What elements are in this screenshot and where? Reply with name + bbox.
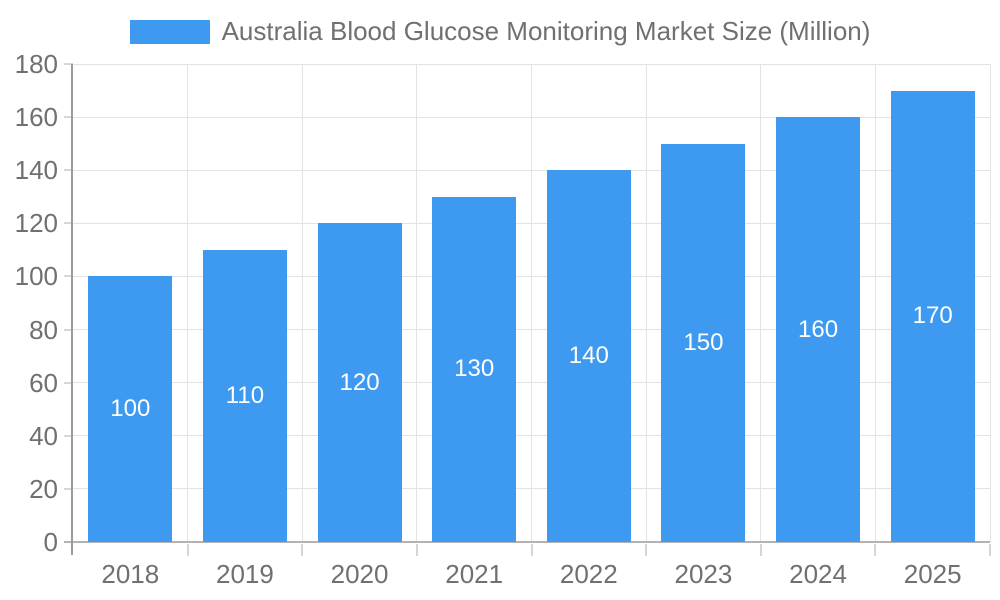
y-axis-tick <box>64 63 73 65</box>
bar-2024[interactable] <box>776 117 861 542</box>
x-gridline <box>301 64 303 542</box>
x-axis-label: 2021 <box>445 559 504 589</box>
y-axis-label: 80 <box>29 314 58 345</box>
y-axis-tick <box>64 434 73 437</box>
bar-value-label: 110 <box>225 381 265 409</box>
x-gridline <box>645 64 647 542</box>
y-axis-label: 20 <box>29 473 58 504</box>
y-axis-tick <box>64 169 73 172</box>
x-axis-line <box>64 541 990 543</box>
y-axis-tick <box>64 487 73 490</box>
y-axis-label: 180 <box>14 49 58 79</box>
x-axis-tick <box>645 544 648 556</box>
x-axis-label: 2018 <box>101 559 160 589</box>
x-gridline <box>989 64 991 542</box>
bar-value-label: 150 <box>683 328 724 356</box>
bar-2022[interactable] <box>546 170 631 542</box>
x-axis-label: 2022 <box>559 559 618 589</box>
y-axis-tick <box>64 222 73 225</box>
chart-legend[interactable]: Australia Blood Glucose Monitoring Marke… <box>0 16 1000 47</box>
x-axis-tick <box>301 544 304 556</box>
y-axis-label: 120 <box>14 208 58 239</box>
bar-2023[interactable] <box>661 143 746 542</box>
bar-value-label: 170 <box>912 302 953 330</box>
bar-2019[interactable] <box>202 249 287 542</box>
y-axis-tick <box>64 116 73 119</box>
x-axis-tick <box>874 544 877 556</box>
bar-2018[interactable] <box>88 276 173 542</box>
y-axis-line <box>71 64 73 555</box>
y-axis-tick <box>64 275 73 278</box>
legend-swatch <box>129 19 210 44</box>
x-axis-tick <box>186 544 189 556</box>
bar-value-label: 130 <box>454 355 495 383</box>
legend-label: Australia Blood Glucose Monitoring Marke… <box>221 16 871 46</box>
x-axis-label: 2019 <box>216 559 274 589</box>
bar-2021[interactable] <box>432 196 517 542</box>
x-axis-label: 2024 <box>789 559 847 589</box>
bar-value-label: 160 <box>798 315 839 343</box>
x-axis-label: 2025 <box>903 559 962 589</box>
x-axis-label: 2020 <box>330 559 389 589</box>
x-gridline <box>760 64 762 542</box>
x-gridline <box>531 64 532 542</box>
y-axis-label: 60 <box>29 367 58 398</box>
x-axis-label: 2023 <box>674 559 733 589</box>
bar-value-label: 140 <box>568 342 609 370</box>
x-gridline <box>416 64 418 542</box>
y-axis-label: 100 <box>14 261 58 292</box>
x-gridline <box>874 64 876 542</box>
bar-2025[interactable] <box>890 90 975 542</box>
y-axis-tick <box>64 328 73 331</box>
bar-value-label: 120 <box>339 368 380 396</box>
x-gridline <box>187 64 189 542</box>
bar-2020[interactable] <box>317 223 402 542</box>
y-axis-label: 160 <box>14 102 58 133</box>
x-axis-tick <box>989 544 991 556</box>
y-axis-label: 140 <box>14 155 58 186</box>
x-axis-tick <box>530 544 533 556</box>
y-axis-label: 0 <box>43 527 58 557</box>
x-axis-tick <box>415 544 418 556</box>
bar-value-label: 100 <box>110 395 151 423</box>
x-axis-tick <box>759 544 762 556</box>
y-axis-label: 40 <box>29 420 58 451</box>
y-axis-tick <box>64 381 73 384</box>
